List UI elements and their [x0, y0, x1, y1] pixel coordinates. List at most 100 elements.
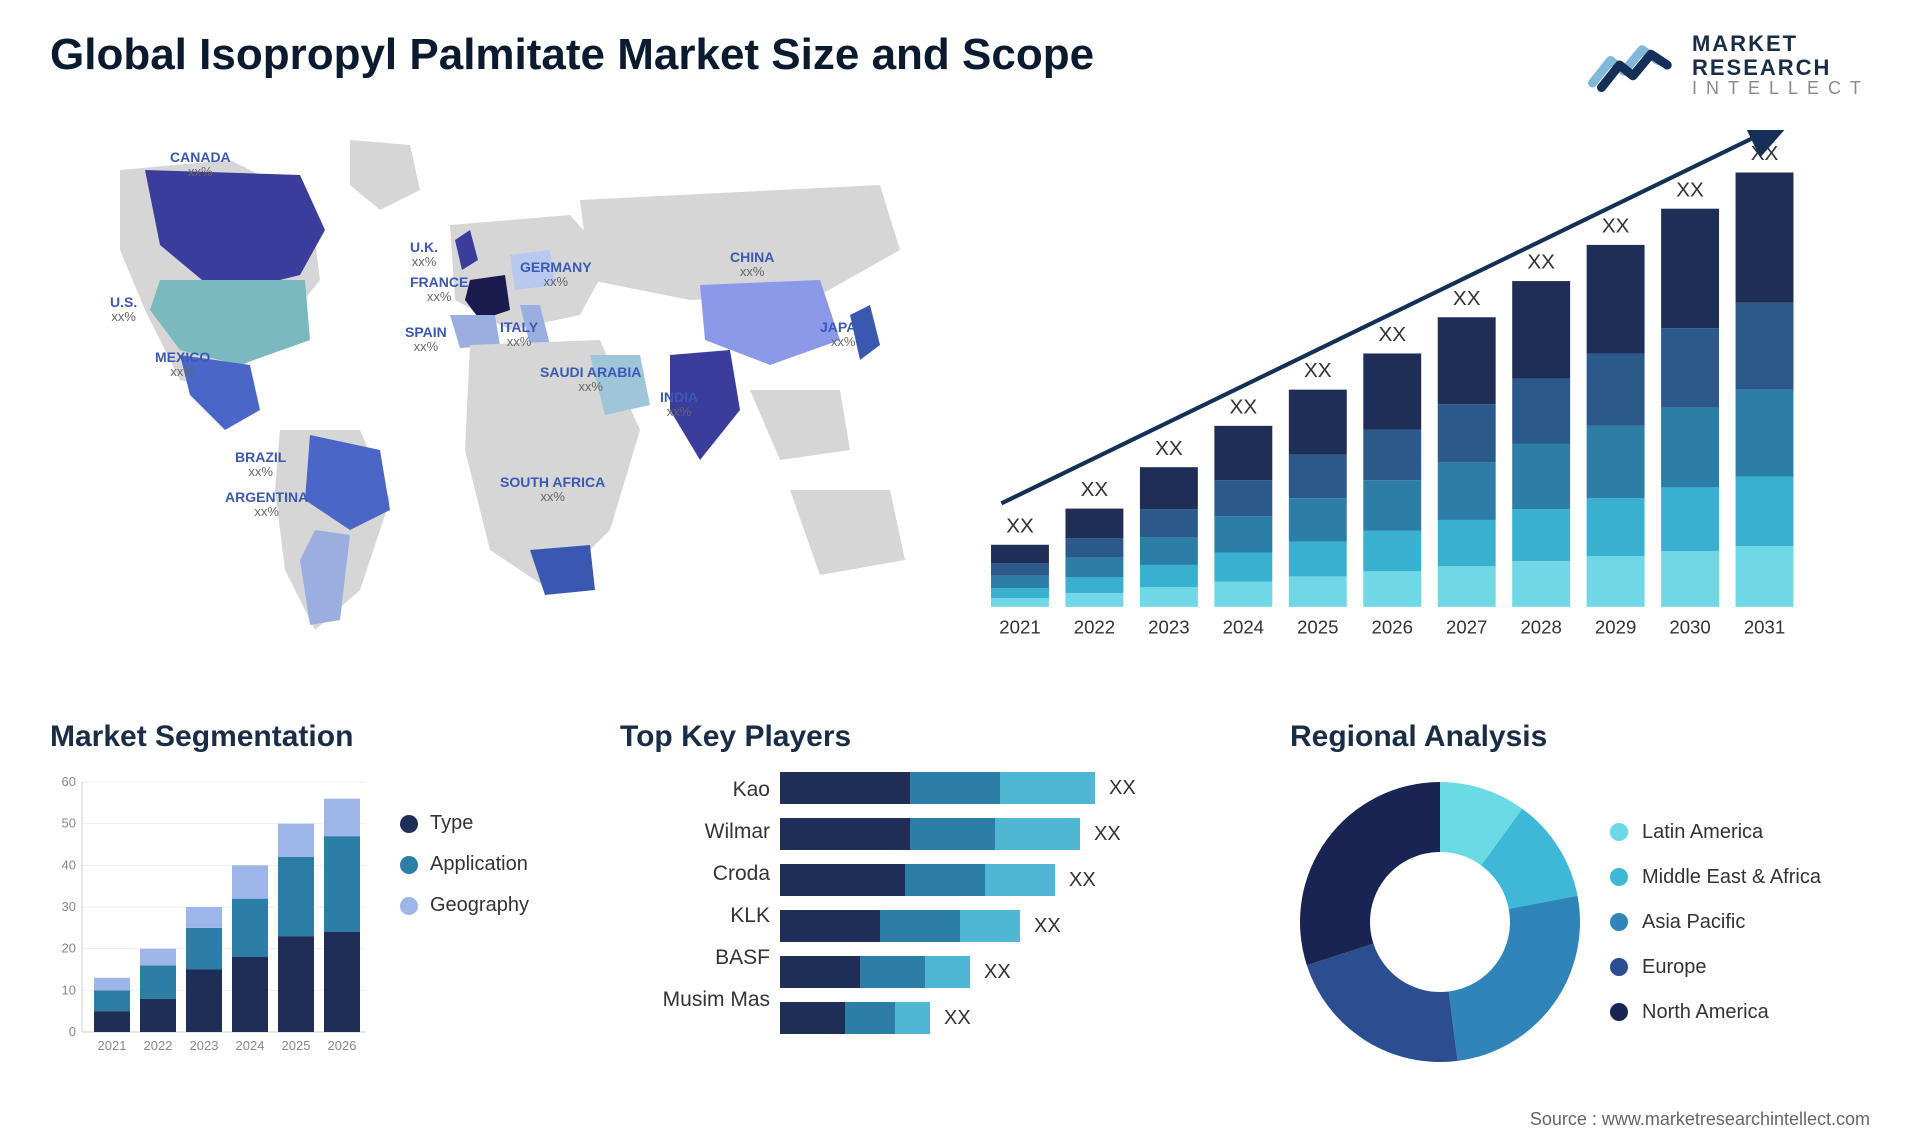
player-bar [780, 772, 1095, 804]
world-map [50, 130, 920, 650]
map-label-italy: ITALYxx% [500, 320, 538, 350]
svg-text:40: 40 [62, 857, 76, 872]
regional-legend-latin-america: Latin America [1610, 821, 1821, 844]
player-bar-seg [985, 864, 1055, 896]
player-bar-seg [910, 772, 1000, 804]
svg-text:XX: XX [1230, 395, 1258, 418]
svg-text:2024: 2024 [236, 1038, 265, 1053]
player-value: XX [1034, 915, 1061, 938]
swatch-icon [1610, 1003, 1628, 1021]
logo-line2: RESEARCH [1692, 56, 1870, 79]
svg-text:2029: 2029 [1595, 617, 1636, 638]
player-bar-seg [780, 956, 860, 988]
regional-title: Regional Analysis [1290, 720, 1870, 754]
player-bar-seg [910, 818, 995, 850]
svg-text:XX: XX [1155, 437, 1183, 460]
player-bar-seg [925, 956, 970, 988]
svg-text:30: 30 [62, 899, 76, 914]
player-bar-seg [895, 1002, 930, 1034]
forecast-chart: XX 2021 XX 2022 XX 2023 XX 2024 XX 2025 XX 2026 XX 20… [960, 130, 1870, 670]
svg-text:XX: XX [1453, 287, 1481, 310]
svg-text:50: 50 [62, 816, 76, 831]
regional-legend-north-america: North America [1610, 1001, 1821, 1024]
player-bar-seg [845, 1002, 895, 1034]
svg-text:2026: 2026 [328, 1038, 357, 1053]
player-bar [780, 818, 1080, 850]
player-bars: XX XX XX XX XX XX [780, 772, 1240, 1034]
player-name-wilmar: Wilmar [705, 820, 770, 844]
map-label-india: INDIAxx% [660, 390, 698, 420]
regional-legend-middle-east-africa: Middle East & Africa [1610, 866, 1821, 889]
player-bar-row: XX [780, 956, 1240, 988]
svg-text:2023: 2023 [190, 1038, 219, 1053]
player-value: XX [1094, 823, 1121, 846]
svg-text:2028: 2028 [1520, 617, 1561, 638]
map-label-france: FRANCExx% [410, 275, 468, 305]
player-bar-row: XX [780, 864, 1240, 896]
header: Global Isopropyl Palmitate Market Size a… [50, 30, 1870, 100]
player-value: XX [1109, 777, 1136, 800]
svg-text:2026: 2026 [1372, 617, 1413, 638]
svg-text:2027: 2027 [1446, 617, 1487, 638]
player-bar [780, 1002, 930, 1034]
svg-text:XX: XX [1006, 514, 1034, 537]
svg-text:2025: 2025 [1297, 617, 1338, 638]
player-bar-seg [780, 818, 910, 850]
svg-text:60: 60 [62, 774, 76, 789]
seg-legend-application: Application [400, 853, 529, 876]
logo-line1: MARKET [1692, 32, 1870, 55]
player-bar [780, 910, 1020, 942]
player-value: XX [984, 961, 1011, 984]
svg-text:2021: 2021 [98, 1038, 127, 1053]
top-row: CANADAxx%U.S.xx%MEXICOxx%BRAZILxx%ARGENT… [50, 130, 1870, 670]
map-label-u-s-: U.S.xx% [110, 295, 137, 325]
svg-text:2022: 2022 [1074, 617, 1115, 638]
player-value: XX [944, 1007, 971, 1030]
player-bar-seg [860, 956, 925, 988]
map-label-argentina: ARGENTINAxx% [225, 490, 308, 520]
bottom-row: Market Segmentation 01020304050602021202… [50, 720, 1870, 1072]
svg-text:0: 0 [69, 1024, 76, 1039]
swatch-icon [400, 815, 418, 833]
map-label-japan: JAPANxx% [820, 320, 866, 350]
swatch-icon [400, 897, 418, 915]
player-names: KaoWilmarCrodaKLKBASFMusim Mas [620, 772, 770, 1034]
svg-text:XX: XX [1751, 142, 1779, 165]
forecast-chart-panel: XX 2021 XX 2022 XX 2023 XX 2024 XX 2025 XX 2026 XX 20… [960, 130, 1870, 670]
svg-text:2030: 2030 [1669, 617, 1710, 638]
logo-mark-icon [1588, 30, 1678, 100]
player-bar-seg [880, 910, 960, 942]
svg-text:2031: 2031 [1744, 617, 1785, 638]
regional-donut [1290, 772, 1590, 1072]
regional-legend: Latin AmericaMiddle East & AfricaAsia Pa… [1610, 821, 1821, 1024]
source-line: Source : www.marketresearchintellect.com [1530, 1109, 1870, 1130]
map-label-germany: GERMANYxx% [520, 260, 592, 290]
svg-text:XX: XX [1527, 251, 1555, 274]
regional-legend-europe: Europe [1610, 956, 1821, 979]
player-bar-row: XX [780, 1002, 1240, 1034]
swatch-icon [1610, 823, 1628, 841]
svg-text:XX: XX [1081, 478, 1109, 501]
svg-text:2025: 2025 [282, 1038, 311, 1053]
swatch-icon [1610, 913, 1628, 931]
logo-text: MARKET RESEARCH INTELLECT [1692, 32, 1870, 97]
swatch-icon [400, 856, 418, 874]
seg-legend-geography: Geography [400, 894, 529, 917]
svg-text:XX: XX [1304, 359, 1332, 382]
brand-logo: MARKET RESEARCH INTELLECT [1588, 30, 1870, 100]
svg-text:2021: 2021 [999, 617, 1040, 638]
player-bar-seg [1000, 772, 1095, 804]
map-label-saudi-arabia: SAUDI ARABIAxx% [540, 365, 641, 395]
player-bar-row: XX [780, 772, 1240, 804]
map-label-china: CHINAxx% [730, 250, 774, 280]
map-label-brazil: BRAZILxx% [235, 450, 286, 480]
svg-text:10: 10 [62, 982, 76, 997]
segmentation-chart: 0102030405060202120222023202420252026 [50, 772, 370, 1062]
player-bar-row: XX [780, 910, 1240, 942]
world-map-panel: CANADAxx%U.S.xx%MEXICOxx%BRAZILxx%ARGENT… [50, 130, 920, 670]
svg-text:XX: XX [1676, 178, 1704, 201]
swatch-icon [1610, 868, 1628, 886]
svg-text:2024: 2024 [1223, 617, 1264, 638]
player-name-kao: Kao [733, 778, 770, 802]
svg-text:2023: 2023 [1148, 617, 1189, 638]
